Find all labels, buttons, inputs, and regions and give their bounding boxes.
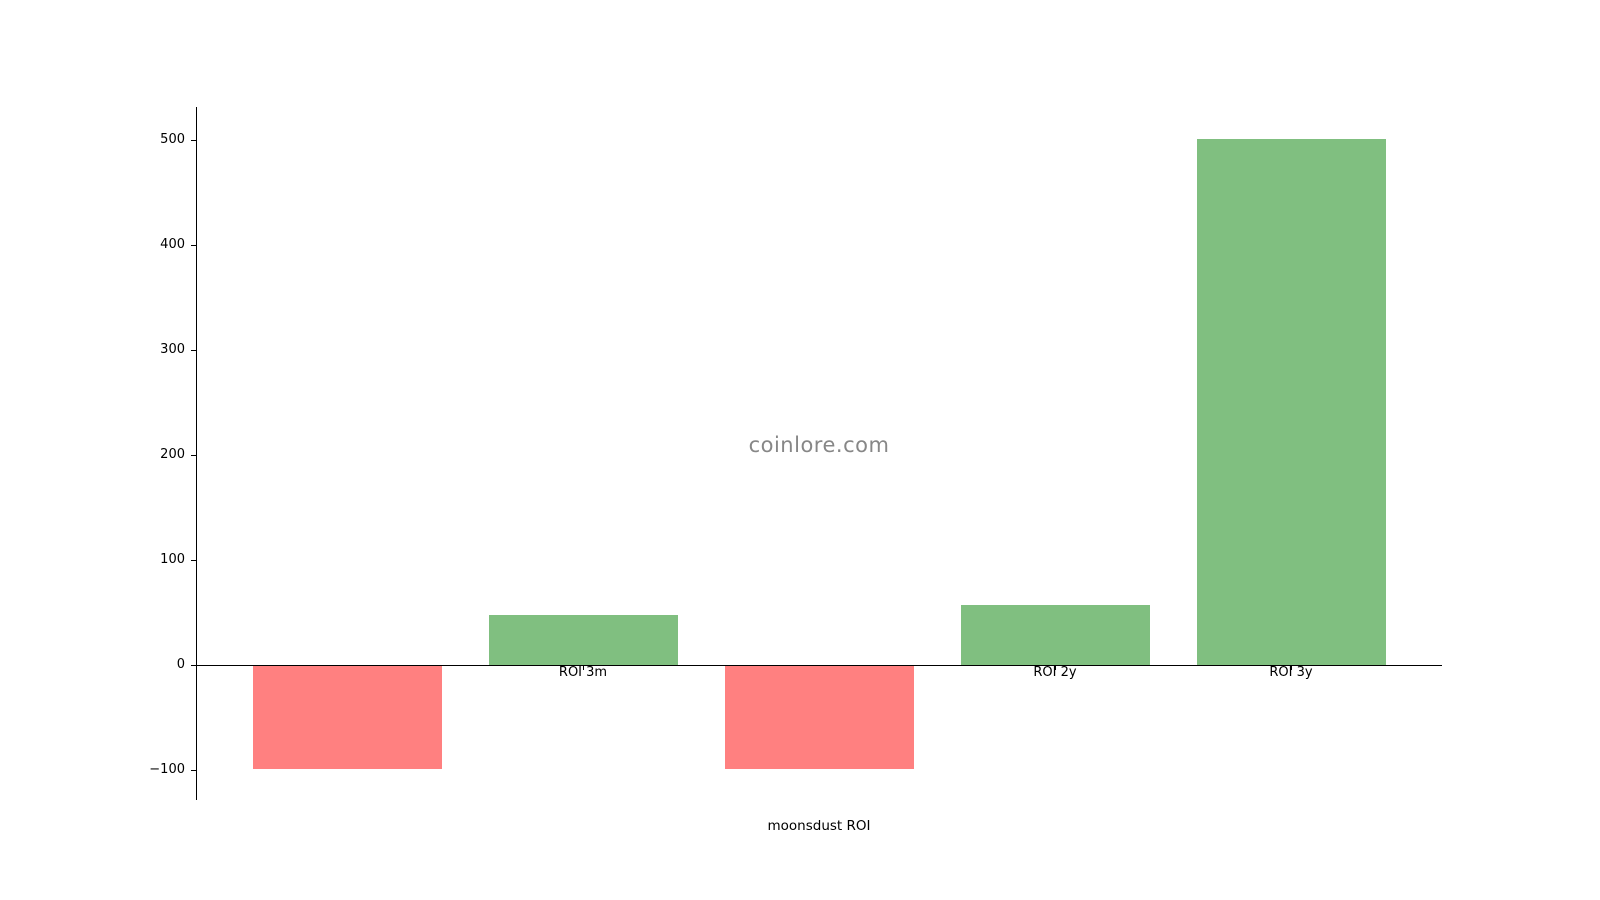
y-axis-tick-label: 300	[160, 342, 185, 357]
x-axis-title: moonsdust ROI	[767, 818, 871, 834]
y-axis-tick-label: 100	[160, 552, 185, 567]
y-axis-tick	[191, 560, 196, 561]
x-axis-tick	[583, 665, 584, 670]
y-axis-tick-label: 400	[160, 237, 185, 252]
positive-roi-bar	[488, 614, 678, 665]
y-axis-tick	[191, 350, 196, 351]
x-axis-zero-line	[196, 665, 1442, 666]
positive-roi-bar	[1196, 138, 1386, 665]
positive-roi-bar	[960, 605, 1150, 665]
watermark-text: coinlore.com	[748, 433, 890, 457]
x-axis-tick	[1055, 665, 1056, 670]
negative-roi-bar	[724, 665, 914, 769]
y-axis-tick-label: 200	[160, 447, 185, 462]
x-axis-tick-label: ROI 3y	[1269, 665, 1313, 680]
x-axis-tick-label: ROI 2y	[1033, 665, 1077, 680]
y-axis-tick	[191, 140, 196, 141]
y-axis-tick	[191, 770, 196, 771]
x-axis-tick	[1291, 665, 1292, 670]
y-axis-tick	[191, 245, 196, 246]
x-axis-tick-label: ROI 3m	[558, 665, 608, 680]
y-axis-spine	[196, 107, 197, 800]
y-axis-tick-label: 500	[160, 132, 185, 147]
y-axis-tick-label: −100	[149, 762, 185, 777]
negative-roi-bar	[252, 665, 442, 769]
y-axis-tick-label: 0	[176, 657, 185, 672]
y-axis-tick	[191, 455, 196, 456]
y-axis-tick	[191, 665, 196, 666]
